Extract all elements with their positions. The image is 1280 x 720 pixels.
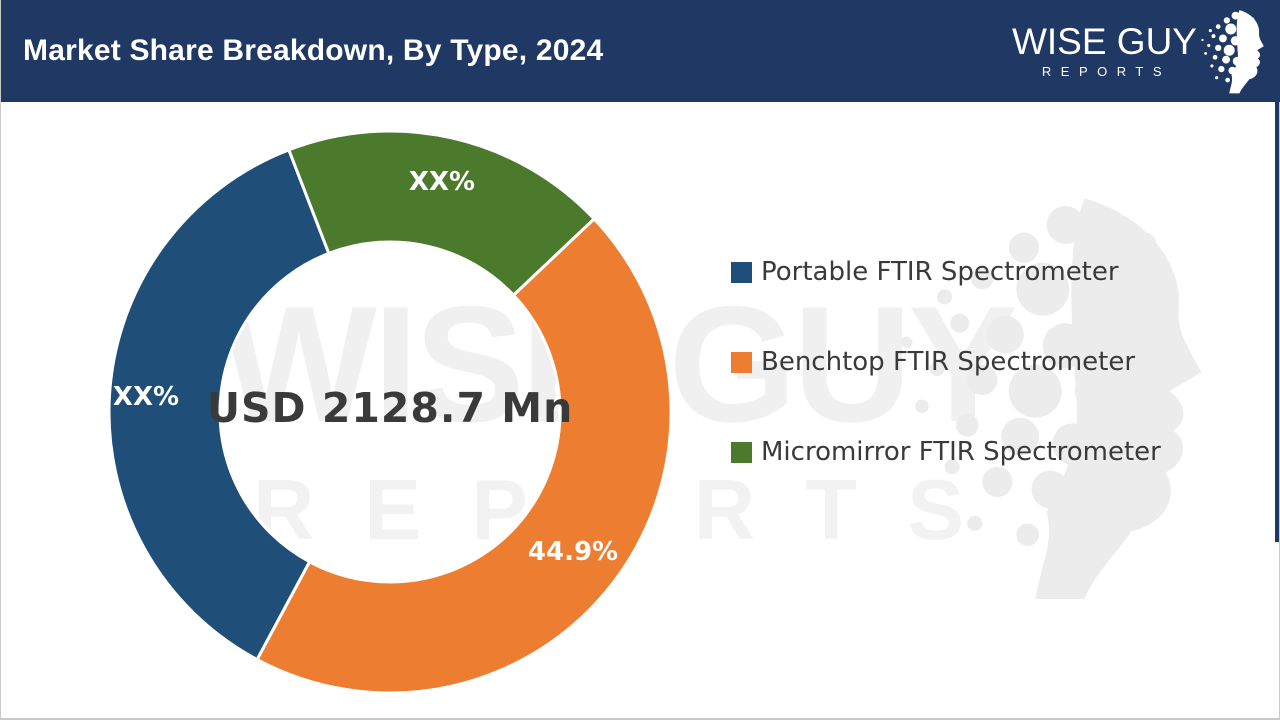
- chart-center-value: USD 2128.7 Mn: [206, 384, 574, 432]
- slice-label-portable-ftir-spectrometer: XX%: [112, 382, 180, 412]
- pie-slice-micromirror-ftir-spectrometer: [287, 129, 596, 297]
- legend-label-portable: Portable FTIR Spectrometer: [761, 257, 1119, 287]
- legend-item-benchtop: Benchtop FTIR Spectrometer: [731, 341, 1135, 383]
- legend-swatch-micromirror: [731, 441, 752, 463]
- brand-name: WISE GUY: [1011, 21, 1197, 62]
- header-bar: Market Share Breakdown, By Type, 2024 WI…: [1, 0, 1280, 102]
- legend-item-portable: Portable FTIR Spectrometer: [731, 251, 1119, 293]
- legend-label-benchtop: Benchtop FTIR Spectrometer: [761, 347, 1136, 377]
- pie-slice-benchtop-ftir-spectrometer: [255, 217, 673, 695]
- pie-slice-portable-ftir-spectrometer: [107, 148, 331, 662]
- donut-chart: [107, 129, 673, 695]
- legend-item-micromirror: Micromirror FTIR Spectrometer: [731, 431, 1161, 473]
- slice-label-micromirror-ftir-spectrometer: XX%: [408, 167, 476, 197]
- right-edge-accent: [1275, 102, 1279, 542]
- slice-label-benchtop-ftir-spectrometer: 44.9%: [527, 537, 619, 567]
- brand-face-icon: [1193, 7, 1267, 95]
- legend-swatch-portable: [731, 261, 752, 283]
- brand-logo-text: WISE GUY REPORTS: [1012, 23, 1197, 79]
- watermark-face-icon: [869, 175, 1209, 615]
- brand-subtitle: REPORTS: [1041, 64, 1172, 79]
- brand-logo: WISE GUY REPORTS: [1012, 7, 1267, 95]
- page-title: Market Share Breakdown, By Type, 2024: [23, 34, 604, 67]
- legend-swatch-benchtop: [731, 351, 752, 373]
- legend-label-micromirror: Micromirror FTIR Spectrometer: [761, 437, 1161, 467]
